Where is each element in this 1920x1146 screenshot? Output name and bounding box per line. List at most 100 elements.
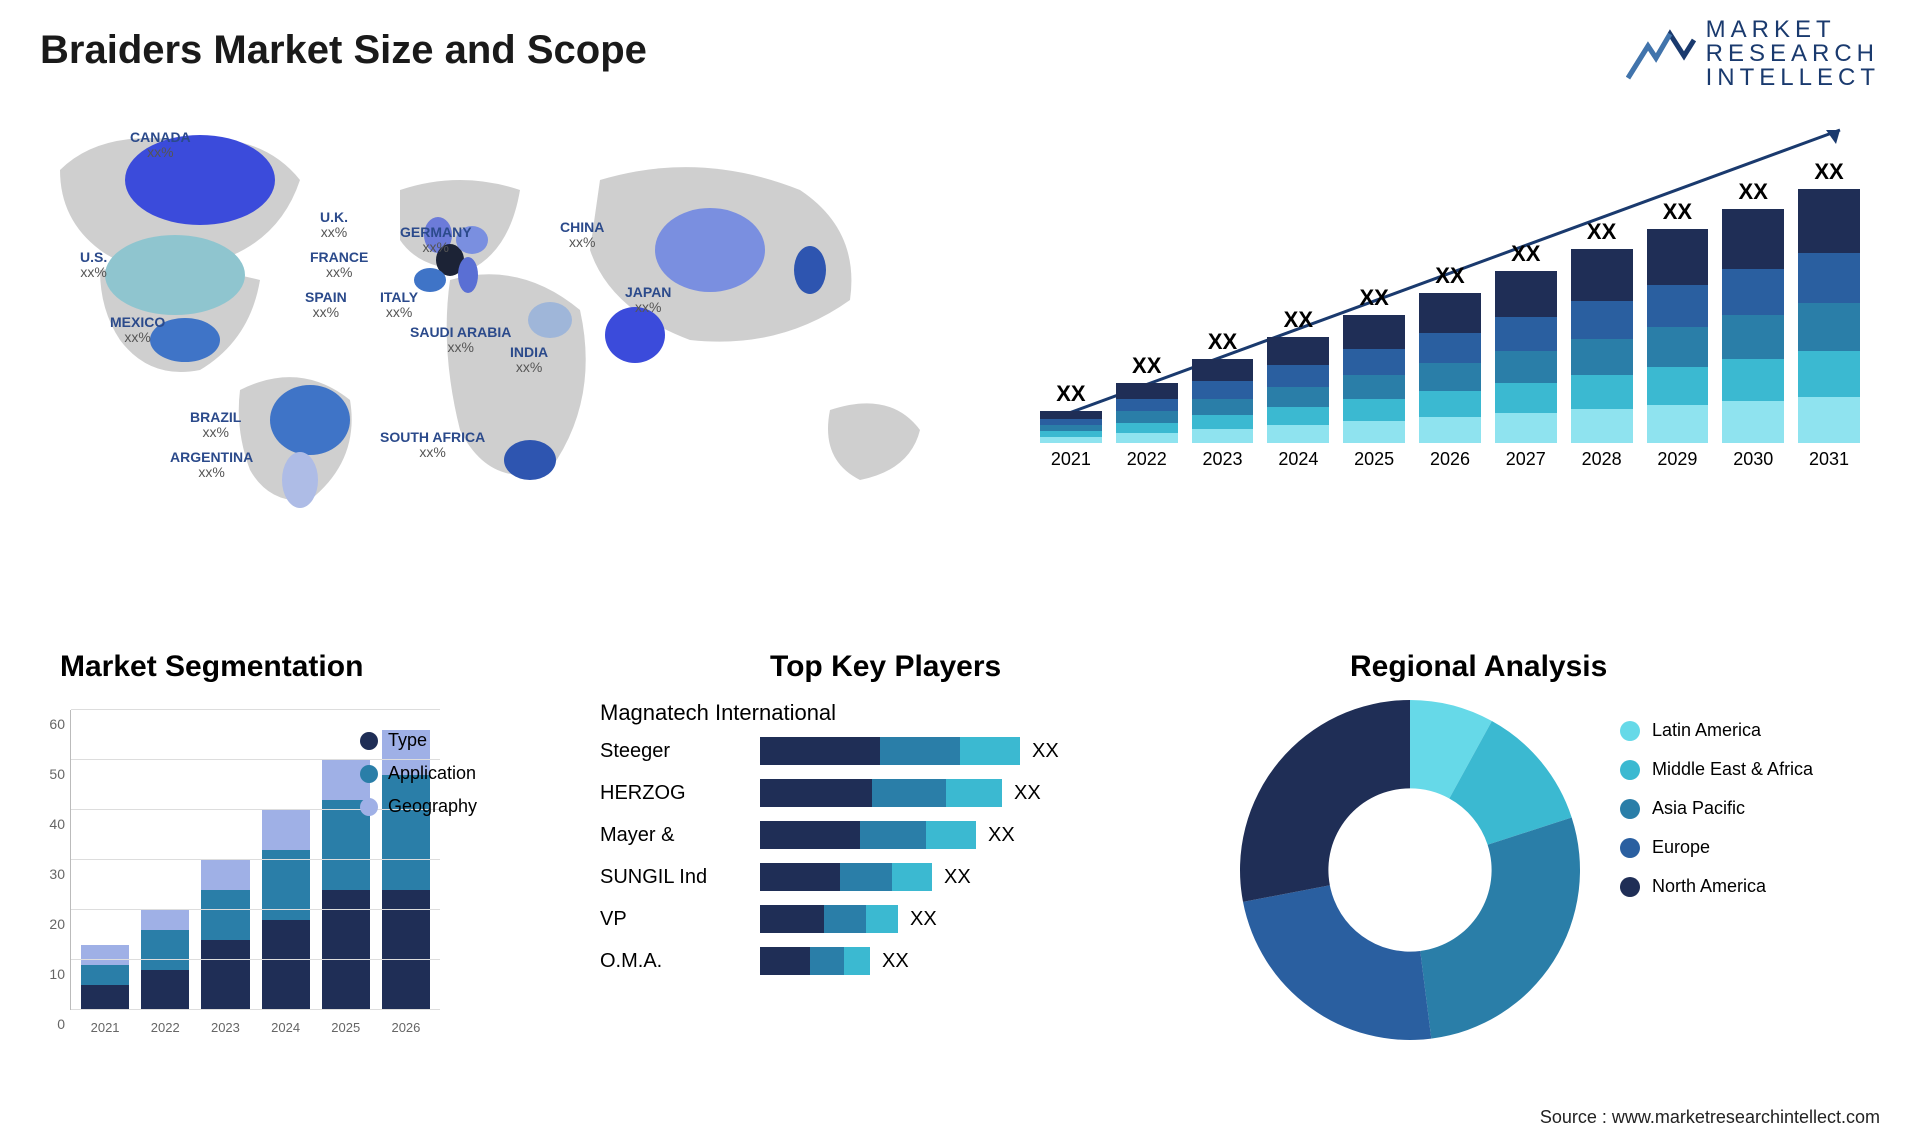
regional-legend-dot (1620, 760, 1640, 780)
seg-year-label: 2024 (271, 1020, 300, 1035)
growth-segment (1647, 229, 1709, 285)
growth-segment (1040, 411, 1102, 419)
growth-segment (1495, 383, 1557, 413)
growth-col-2029: XX2029 (1647, 199, 1709, 470)
growth-col-2028: XX2028 (1571, 219, 1633, 470)
map-label-brazil: BRAZILxx% (190, 410, 241, 441)
growth-year-label: 2030 (1733, 449, 1773, 470)
seg-legend-dot (360, 732, 378, 750)
map-label-canada: CANADAxx% (130, 130, 191, 161)
growth-segment (1722, 209, 1784, 269)
player-bar-segment (892, 863, 932, 891)
growth-segment (1116, 399, 1178, 411)
segmentation-title: Market Segmentation (60, 650, 363, 684)
growth-col-2024: XX2024 (1267, 307, 1329, 470)
donut-svg (1240, 700, 1580, 1040)
seg-segment (141, 970, 189, 1010)
growth-value-label: XX (1284, 307, 1313, 333)
seg-legend-label: Geography (388, 796, 477, 817)
growth-segment (1192, 399, 1254, 415)
growth-segment (1571, 301, 1633, 339)
growth-segment (1116, 423, 1178, 433)
regional-legend-dot (1620, 838, 1640, 858)
growth-value-label: XX (1208, 329, 1237, 355)
growth-year-label: 2031 (1809, 449, 1849, 470)
player-bar-segment (824, 905, 866, 933)
player-name-label: SUNGIL Ind (600, 866, 760, 889)
player-bar (760, 737, 1020, 765)
growth-year-label: 2026 (1430, 449, 1470, 470)
brand-logo: MARKET RESEARCH INTELLECT (1626, 18, 1880, 90)
seg-gridline (71, 859, 440, 860)
seg-segment (81, 985, 129, 1010)
seg-legend-item: Geography (360, 796, 560, 817)
growth-segment (1419, 391, 1481, 417)
growth-segment (1116, 433, 1178, 443)
seg-year-label: 2023 (211, 1020, 240, 1035)
growth-segment (1647, 405, 1709, 443)
player-bar-segment (880, 737, 960, 765)
map-label-uk: U.K.xx% (320, 210, 348, 241)
regional-legend-dot (1620, 877, 1640, 897)
seg-gridline (71, 1009, 440, 1010)
seg-gridline (71, 959, 440, 960)
seg-segment (201, 860, 249, 890)
regional-legend-dot (1620, 721, 1640, 741)
growth-value-label: XX (1511, 241, 1540, 267)
player-bar-segment (946, 779, 1002, 807)
map-label-us: U.S.xx% (80, 250, 107, 281)
player-bar-segment (872, 779, 946, 807)
regional-legend-item: Middle East & Africa (1620, 759, 1880, 780)
growth-value-label: XX (1056, 381, 1085, 407)
growth-segment (1343, 421, 1405, 443)
player-row: HERZOGXX (600, 776, 1220, 810)
donut-slice (1243, 885, 1431, 1040)
seg-legend-dot (360, 798, 378, 816)
growth-segment (1116, 383, 1178, 399)
regional-legend-label: North America (1652, 876, 1766, 897)
regional-legend-dot (1620, 799, 1640, 819)
growth-value-label: XX (1739, 179, 1768, 205)
growth-segment (1419, 363, 1481, 391)
growth-segment (1267, 387, 1329, 407)
donut-slice (1420, 817, 1580, 1038)
growth-segment (1647, 367, 1709, 405)
seg-segment (81, 945, 129, 965)
growth-segment (1343, 315, 1405, 349)
growth-segment (1267, 425, 1329, 443)
growth-col-2023: XX2023 (1192, 329, 1254, 470)
map-label-china: CHINAxx% (560, 220, 604, 251)
seg-legend-item: Type (360, 730, 560, 751)
seg-col-2021: 2021 (81, 945, 129, 1010)
map-label-japan: JAPANxx% (625, 285, 671, 316)
seg-year-label: 2021 (91, 1020, 120, 1035)
growth-value-label: XX (1814, 159, 1843, 185)
player-name-label: Steeger (600, 740, 760, 763)
player-bar (760, 863, 932, 891)
seg-legend-dot (360, 765, 378, 783)
growth-segment (1419, 293, 1481, 333)
growth-segment (1495, 351, 1557, 383)
player-value-label: XX (1032, 740, 1059, 763)
growth-segment (1495, 271, 1557, 317)
seg-segment (81, 965, 129, 985)
growth-bar-chart: XX2021XX2022XX2023XX2024XX2025XX2026XX20… (1040, 120, 1860, 500)
player-bar-segment (760, 821, 860, 849)
player-value-label: XX (882, 950, 909, 973)
regional-legend-label: Europe (1652, 837, 1710, 858)
player-bar-segment (844, 947, 870, 975)
seg-col-2024: 2024 (262, 810, 310, 1010)
growth-value-label: XX (1359, 285, 1388, 311)
growth-col-2030: XX 2030 (1722, 179, 1784, 470)
growth-segment (1722, 315, 1784, 359)
seg-ytick-label: 40 (49, 816, 65, 832)
growth-segment (1192, 359, 1254, 381)
player-row: O.M.A.XX (600, 944, 1220, 978)
seg-year-label: 2026 (391, 1020, 420, 1035)
player-bar-segment (760, 737, 880, 765)
player-bar-segment (866, 905, 898, 933)
regional-donut-chart (1240, 700, 1580, 1040)
map-label-saudiarabia: SAUDI ARABIAxx% (410, 325, 511, 356)
player-bar (760, 779, 1002, 807)
players-chart: Magnatech International SteegerXXHERZOGX… (600, 700, 1220, 986)
